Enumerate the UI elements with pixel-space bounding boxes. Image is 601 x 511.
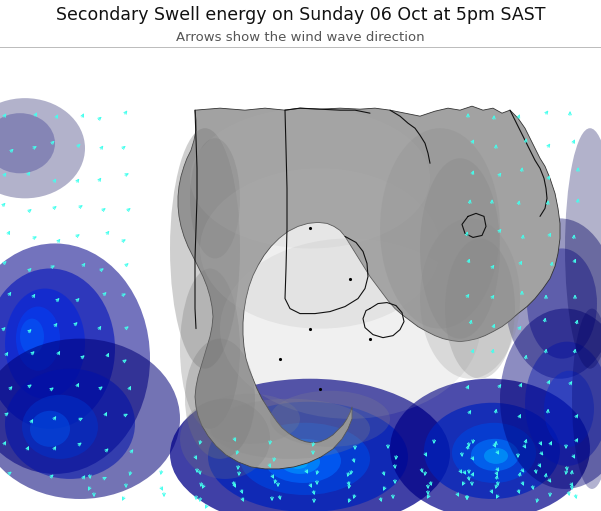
- Ellipse shape: [452, 423, 536, 483]
- Ellipse shape: [20, 318, 44, 355]
- Ellipse shape: [445, 239, 515, 379]
- Ellipse shape: [185, 339, 255, 459]
- Ellipse shape: [210, 399, 370, 459]
- Ellipse shape: [265, 439, 341, 483]
- Ellipse shape: [572, 309, 601, 489]
- Ellipse shape: [420, 158, 500, 339]
- Ellipse shape: [5, 369, 135, 479]
- Ellipse shape: [270, 391, 390, 447]
- Ellipse shape: [280, 450, 320, 474]
- Ellipse shape: [5, 289, 85, 399]
- Text: Arrows show the wind wave direction: Arrows show the wind wave direction: [176, 31, 425, 44]
- Ellipse shape: [484, 448, 508, 464]
- Ellipse shape: [565, 128, 601, 369]
- Ellipse shape: [190, 108, 430, 248]
- Ellipse shape: [208, 402, 408, 511]
- Ellipse shape: [0, 339, 180, 499]
- Ellipse shape: [220, 239, 480, 419]
- Ellipse shape: [0, 113, 55, 173]
- Ellipse shape: [30, 411, 70, 447]
- Polygon shape: [178, 106, 560, 469]
- Ellipse shape: [170, 128, 240, 369]
- Ellipse shape: [380, 128, 500, 329]
- Ellipse shape: [525, 342, 601, 466]
- Ellipse shape: [424, 403, 560, 499]
- Ellipse shape: [0, 243, 150, 474]
- Ellipse shape: [200, 394, 300, 444]
- Ellipse shape: [180, 399, 270, 479]
- Ellipse shape: [22, 395, 98, 459]
- Ellipse shape: [190, 138, 240, 259]
- Ellipse shape: [0, 268, 115, 429]
- Ellipse shape: [200, 168, 440, 329]
- Ellipse shape: [505, 218, 601, 379]
- Ellipse shape: [180, 268, 240, 429]
- Ellipse shape: [240, 423, 370, 495]
- Ellipse shape: [500, 309, 601, 489]
- Text: Secondary Swell energy on Sunday 06 Oct at 5pm SAST: Secondary Swell energy on Sunday 06 Oct …: [56, 6, 545, 25]
- Ellipse shape: [544, 370, 594, 447]
- Ellipse shape: [288, 457, 308, 469]
- Ellipse shape: [0, 98, 85, 198]
- Ellipse shape: [170, 379, 450, 511]
- Ellipse shape: [16, 307, 60, 370]
- Ellipse shape: [471, 439, 519, 471]
- Ellipse shape: [390, 379, 590, 511]
- Ellipse shape: [420, 218, 520, 379]
- Ellipse shape: [527, 248, 597, 359]
